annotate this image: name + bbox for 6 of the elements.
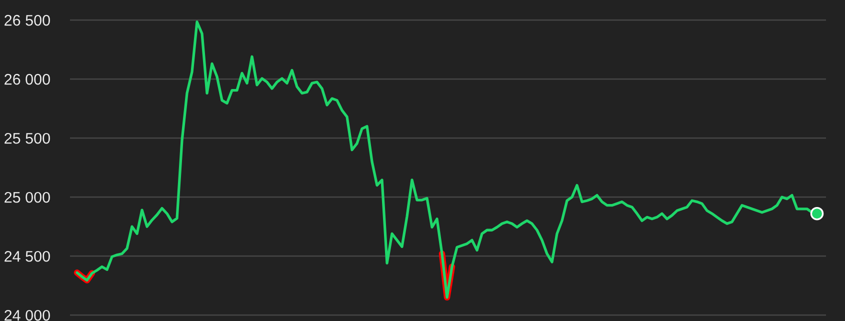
y-tick-label: 24 500 — [4, 250, 50, 262]
y-tick-label: 24 000 — [4, 310, 50, 321]
y-tick-label: 25 500 — [4, 132, 50, 144]
y-tick-label: 26 000 — [4, 74, 50, 85]
y-tick-label: 26 500 — [4, 14, 50, 26]
y-tick-label: 25 000 — [4, 192, 50, 203]
